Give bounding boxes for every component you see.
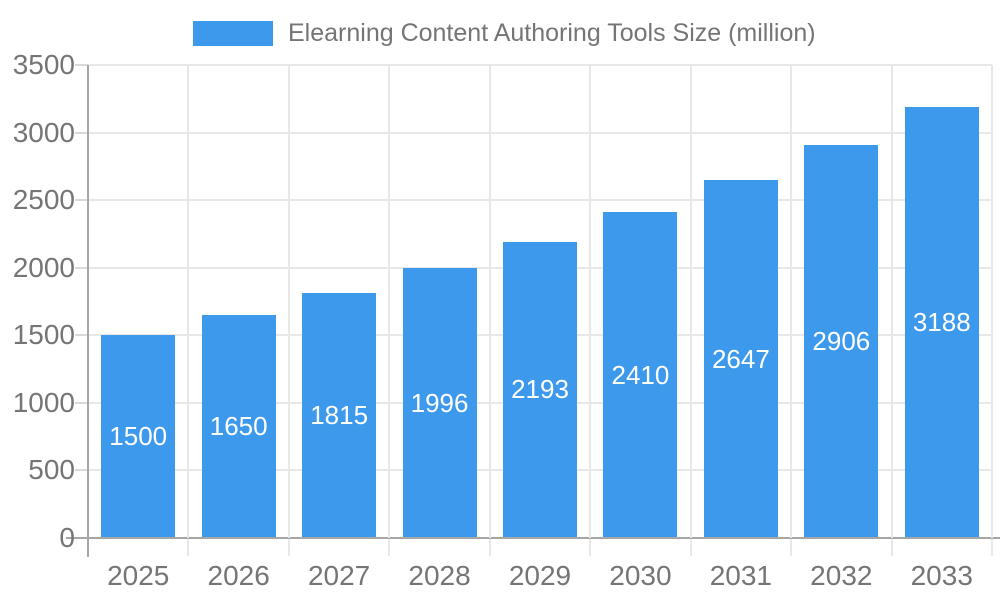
x-tick	[589, 539, 592, 556]
x-axis-label-2029: 2029	[508, 560, 572, 591]
x-axis-label-2027: 2027	[307, 560, 371, 591]
y-axis-label: 3000	[12, 116, 75, 148]
x-tick	[287, 539, 290, 556]
h-gridline	[88, 199, 992, 202]
y-tick	[75, 469, 88, 472]
x-axis-label-2033: 2033	[910, 560, 973, 591]
v-gridline	[589, 65, 592, 538]
bar-2026[interactable]: 1650	[201, 315, 276, 537]
h-gridline	[88, 131, 992, 134]
y-tick	[75, 199, 88, 202]
bar-2031[interactable]: 2647	[703, 180, 778, 537]
x-tick	[790, 539, 793, 556]
x-tick	[187, 539, 190, 556]
v-gridline	[790, 65, 793, 538]
y-axis-label: 1000	[12, 386, 75, 418]
x-axis-label-2030: 2030	[609, 560, 672, 591]
x-axis-label-2025: 2025	[107, 560, 170, 591]
legend-series-label: Elearning Content Authoring Tools Size (…	[288, 19, 816, 47]
h-gridline	[88, 64, 992, 66]
y-tick	[75, 131, 88, 134]
x-axis-label-2032: 2032	[810, 560, 873, 591]
bar-value-label: 1650	[209, 410, 268, 441]
bar-2033[interactable]: 3188	[904, 107, 979, 537]
v-gridline	[388, 65, 391, 538]
bar-value-label: 2647	[711, 343, 770, 374]
bar-value-label: 1500	[109, 421, 168, 452]
x-axis-label-2028: 2028	[408, 560, 471, 591]
bar-2032[interactable]: 2906	[804, 145, 879, 537]
bar-2030[interactable]: 2410	[603, 212, 678, 537]
x-tick	[890, 539, 893, 556]
v-gridline	[488, 65, 491, 538]
bar-value-label: 1815	[310, 399, 369, 430]
baseline	[66, 537, 1000, 539]
bar-value-label: 2410	[611, 359, 670, 390]
bar-2027[interactable]: 1815	[302, 292, 377, 537]
y-tick	[75, 401, 88, 404]
v-gridline	[287, 65, 290, 538]
x-tick	[488, 539, 491, 556]
bar-value-label: 2906	[812, 326, 871, 357]
y-tick	[75, 64, 88, 66]
bar-2028[interactable]: 1996	[402, 268, 477, 537]
y-axis-label: 2000	[12, 251, 75, 283]
legend-swatch	[193, 21, 273, 46]
y-axis-label: 500	[28, 454, 75, 486]
v-gridline	[991, 65, 993, 538]
v-gridline	[187, 65, 190, 538]
x-axis-label-2026: 2026	[207, 560, 270, 591]
bar-2025[interactable]: 1500	[101, 335, 176, 537]
y-axis-label: 1500	[12, 319, 75, 351]
x-axis-label-2031: 2031	[709, 560, 773, 591]
bar-value-label: 2193	[511, 374, 569, 405]
y-axis-line	[87, 65, 89, 557]
x-tick	[689, 539, 692, 556]
bar-2029[interactable]: 2193	[503, 241, 577, 537]
y-axis-label: 3500	[12, 49, 75, 80]
y-tick	[75, 266, 88, 269]
bar-value-label: 3188	[912, 307, 971, 338]
y-axis-label: 0	[59, 522, 75, 553]
x-tick	[388, 539, 391, 556]
x-tick	[991, 539, 993, 556]
chart-legend[interactable]: Elearning Content Authoring Tools Size (…	[193, 19, 816, 48]
y-tick	[75, 334, 88, 337]
v-gridline	[890, 65, 893, 538]
v-gridline	[689, 65, 692, 538]
y-axis-label: 2500	[12, 184, 75, 216]
bar-value-label: 1996	[410, 387, 469, 418]
